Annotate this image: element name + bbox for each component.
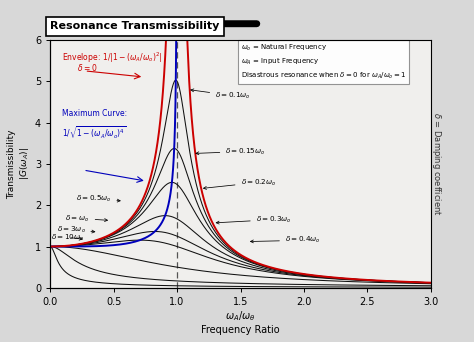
- Y-axis label: Transmissibility
$|G(\omega_A)|$: Transmissibility $|G(\omega_A)|$: [7, 129, 31, 199]
- Text: $\delta = 0.2\omega_o$: $\delta = 0.2\omega_o$: [203, 177, 276, 189]
- Text: Resonance Transmissibility: Resonance Transmissibility: [50, 21, 219, 31]
- Y-axis label: $\delta$ = Damping coefficient: $\delta$ = Damping coefficient: [430, 112, 443, 216]
- Text: $\delta = 3\omega_o$: $\delta = 3\omega_o$: [56, 225, 95, 235]
- Text: $\delta = 0.5\omega_o$: $\delta = 0.5\omega_o$: [75, 194, 120, 204]
- Text: $\delta = \omega_o$: $\delta = \omega_o$: [65, 213, 108, 224]
- Text: $\delta = 10\omega_o$: $\delta = 10\omega_o$: [52, 232, 85, 242]
- Text: $\delta = 0$: $\delta = 0$: [77, 62, 97, 73]
- Text: $\omega_o$ = Natural Frequency
$\omega_A$ = Input Frequency
Disastrous resonance: $\omega_o$ = Natural Frequency $\omega_A…: [240, 42, 406, 81]
- Text: $\delta = 0.15\omega_o$: $\delta = 0.15\omega_o$: [196, 146, 265, 157]
- Text: Maximum Curve:
$1/\sqrt{1-(\omega_A/\omega_o)^4}$: Maximum Curve: $1/\sqrt{1-(\omega_A/\ome…: [62, 109, 127, 141]
- Text: Envelope: $1/|1-(\omega_A/\omega_o)^2|$: Envelope: $1/|1-(\omega_A/\omega_o)^2|$: [62, 51, 162, 65]
- Text: $\delta = 0.4\omega_o$: $\delta = 0.4\omega_o$: [250, 235, 321, 246]
- Text: $\delta = 0.1\omega_o$: $\delta = 0.1\omega_o$: [191, 89, 251, 101]
- Text: $\delta = 0.3\omega_o$: $\delta = 0.3\omega_o$: [216, 214, 292, 225]
- X-axis label: $\omega_A /\omega_\theta$
Frequency Ratio: $\omega_A /\omega_\theta$ Frequency Rati…: [201, 310, 280, 335]
